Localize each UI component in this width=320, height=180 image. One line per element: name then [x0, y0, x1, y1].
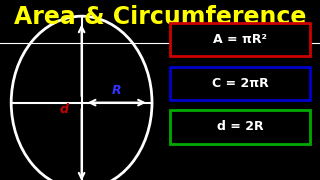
Text: C = 2πR: C = 2πR [212, 77, 268, 90]
Text: d: d [60, 103, 68, 116]
FancyBboxPatch shape [170, 67, 310, 100]
Text: d = 2R: d = 2R [217, 120, 263, 133]
FancyBboxPatch shape [170, 110, 310, 144]
Text: R: R [112, 84, 122, 96]
FancyBboxPatch shape [170, 23, 310, 56]
Text: A = πR²: A = πR² [213, 33, 267, 46]
Text: Area & Circumference: Area & Circumference [14, 5, 306, 29]
